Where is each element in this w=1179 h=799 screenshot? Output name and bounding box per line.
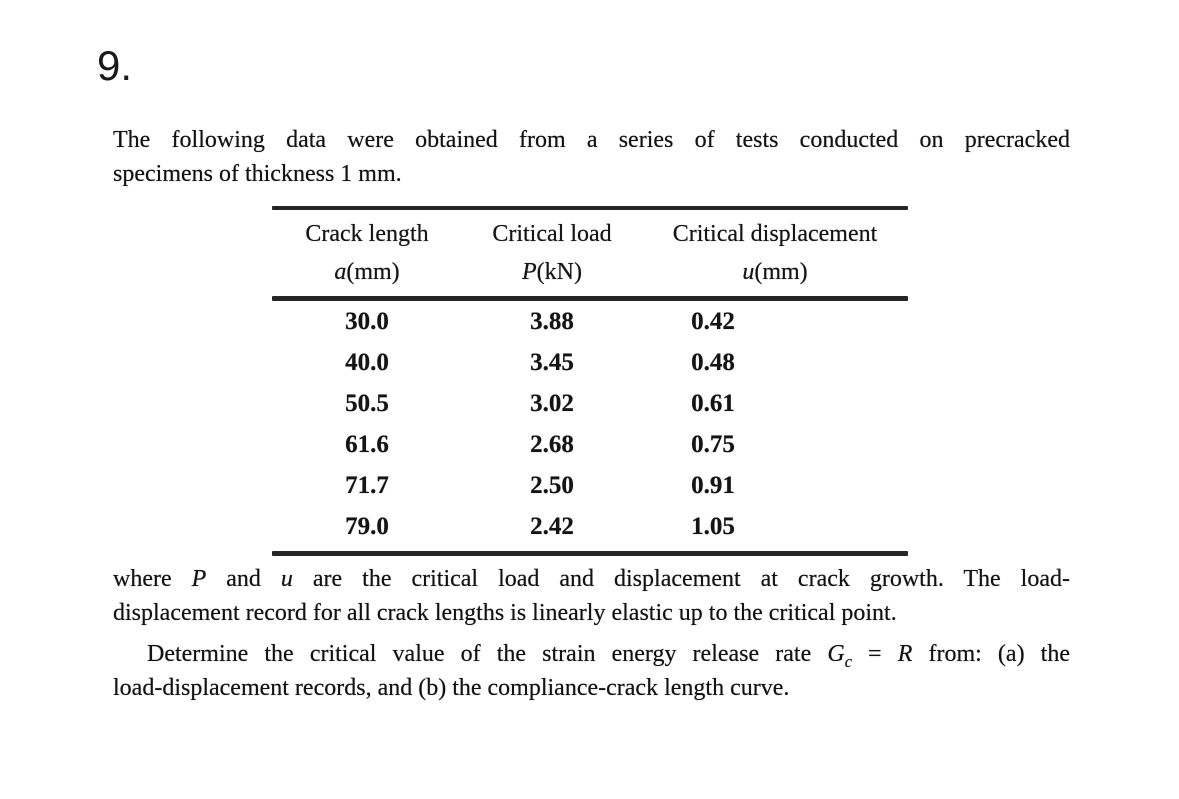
column-symbol: P(kN) — [522, 259, 582, 285]
table-header-row: Crack length a(mm) Critical load P(kN) C… — [272, 210, 908, 296]
table-cell: 50.5 — [345, 389, 389, 417]
determine-line-1: Determine the critical value of the stra… — [147, 641, 1070, 671]
column-header-critical-displacement: Critical displacement u(mm) — [642, 215, 908, 291]
table-cell: 1.05 — [691, 512, 735, 540]
table-cell: 2.42 — [530, 512, 574, 540]
intro-line-1: The following data were obtained from a … — [113, 127, 1070, 153]
table-cell: 2.50 — [530, 471, 574, 499]
intro-line-2: specimens of thickness 1 mm. — [113, 160, 402, 187]
intro-paragraph: The following data were obtained from a … — [113, 124, 1070, 191]
where-line-2: displacement record for all crack length… — [113, 599, 897, 626]
table-cell: 0.61 — [691, 389, 735, 417]
table-cell: 0.75 — [691, 430, 735, 458]
table-row: 50.5 3.02 0.61 — [272, 383, 908, 424]
column-title: Critical load — [492, 221, 612, 247]
table-cell: 3.45 — [530, 348, 574, 376]
column-symbol: a(mm) — [334, 259, 400, 285]
column-title: Critical displacement — [672, 221, 878, 247]
table-body: 30.0 3.88 0.42 40.0 3.45 0.48 50.5 3.02 0.61 61.6… — [272, 301, 908, 551]
column-header-crack-length: Crack length a(mm) — [272, 215, 462, 291]
table-cell: 79.0 — [345, 512, 389, 540]
determine-paragraph: Determine the critical value of the stra… — [113, 638, 1070, 705]
where-paragraph: where P and u are the critical load and … — [113, 563, 1070, 630]
table-cell: 61.6 — [345, 430, 389, 458]
table-bottom-rule — [272, 551, 908, 556]
table-cell: 30.0 — [345, 307, 389, 335]
table-header-rule — [272, 296, 908, 301]
column-symbol: u(mm) — [742, 259, 808, 285]
table-row: 71.7 2.50 0.91 — [272, 465, 908, 506]
table-cell: 0.91 — [691, 471, 735, 499]
table-cell: 71.7 — [345, 471, 389, 499]
table-cell: 3.88 — [530, 307, 574, 335]
data-table: Crack length a(mm) Critical load P(kN) C… — [272, 206, 908, 556]
problem-number: 9. — [97, 42, 133, 89]
table-row: 40.0 3.45 0.48 — [272, 342, 908, 383]
column-header-critical-load: Critical load P(kN) — [462, 215, 642, 291]
table-cell: 2.68 — [530, 430, 574, 458]
where-line-1: where P and u are the critical load and … — [113, 566, 1070, 592]
table-row: 61.6 2.68 0.75 — [272, 424, 908, 465]
table-row: 79.0 2.42 1.05 — [272, 506, 908, 547]
table-row: 30.0 3.88 0.42 — [272, 301, 908, 342]
table-top-rule — [272, 206, 908, 210]
table-cell: 40.0 — [345, 348, 389, 376]
table-cell: 3.02 — [530, 389, 574, 417]
determine-line-2: load-displacement records, and (b) the c… — [113, 674, 790, 701]
table-cell: 0.48 — [691, 348, 735, 376]
table-cell: 0.42 — [691, 307, 735, 335]
column-title: Crack length — [305, 221, 429, 247]
